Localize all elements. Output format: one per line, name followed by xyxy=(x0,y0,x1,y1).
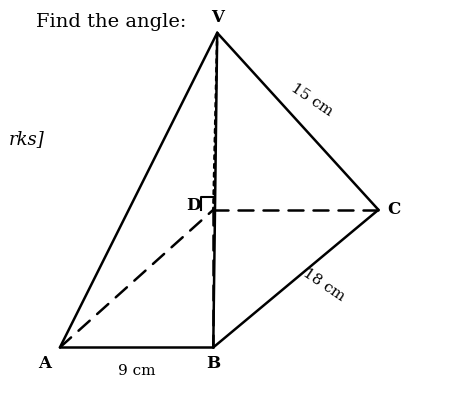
Text: rks]: rks] xyxy=(9,130,44,148)
Text: Find the angle:: Find the angle: xyxy=(36,13,187,31)
Text: B: B xyxy=(206,355,220,372)
Text: 15 cm: 15 cm xyxy=(288,81,335,119)
Text: D: D xyxy=(186,197,201,214)
Text: A: A xyxy=(38,355,51,372)
Text: 18 cm: 18 cm xyxy=(300,266,347,303)
Text: C: C xyxy=(387,201,401,218)
Text: V: V xyxy=(211,9,224,26)
Text: 9 cm: 9 cm xyxy=(118,364,155,378)
